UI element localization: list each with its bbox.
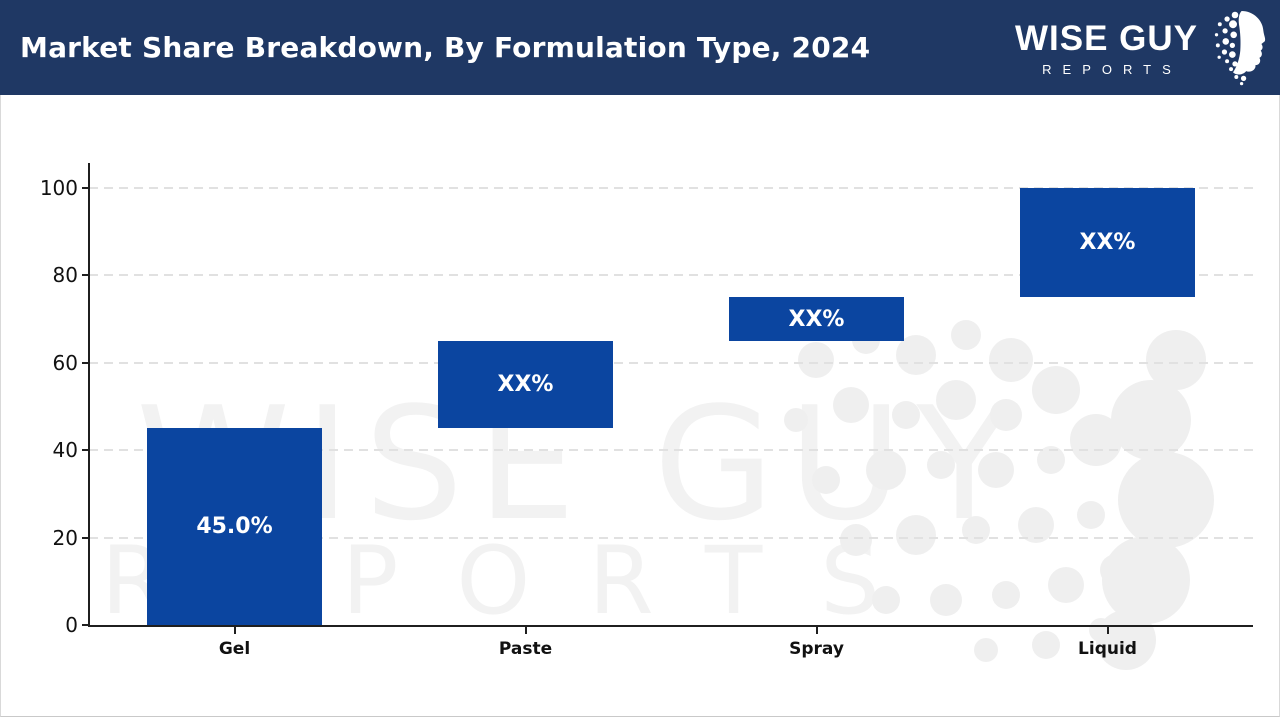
- bar-gel: 45.0%: [147, 428, 322, 625]
- bar-liquid: XX%: [1020, 188, 1195, 298]
- y-tick-label-60: 60: [52, 350, 78, 375]
- gridline-60: [89, 361, 1253, 364]
- x-tick-label-liquid: Liquid: [1078, 639, 1137, 659]
- bar-value-label: XX%: [788, 306, 845, 332]
- bar-value-label: XX%: [497, 372, 554, 398]
- x-tick-label-gel: Gel: [218, 639, 251, 659]
- y-tick-label-0: 0: [65, 613, 78, 637]
- gridline-80: [89, 274, 1253, 277]
- bar-paste: XX%: [438, 340, 613, 429]
- gridline-40: [89, 449, 1253, 452]
- y-tick-mark-40: [82, 449, 89, 452]
- y-axis-line: [88, 163, 90, 627]
- x-tick-label-paste: Paste: [498, 639, 553, 659]
- bar-spray: XX%: [729, 297, 904, 341]
- logo-subtitle: REPORTS: [1042, 62, 1182, 77]
- x-axis-line: [88, 625, 1253, 627]
- y-tick-mark-80: [82, 274, 89, 277]
- x-tick-label-spray: Spray: [789, 639, 844, 659]
- x-tick-mark-paste: [524, 627, 527, 634]
- header-bar: Market Share Breakdown, By Formulation T…: [0, 0, 1280, 95]
- y-tick-label-40: 40: [52, 438, 78, 463]
- x-tick-mark-spray: [815, 627, 818, 634]
- bar-value-label: 45.0%: [196, 514, 273, 540]
- y-tick-mark-60: [82, 361, 89, 364]
- y-tick-label-100: 100: [39, 176, 78, 200]
- page-title: Market Share Breakdown, By Formulation T…: [20, 31, 871, 64]
- logo-wordmark: WISE GUY: [1014, 19, 1198, 58]
- y-tick-label-20: 20: [52, 525, 78, 550]
- wise-guy-logo: WISE GUY REPORTS: [1015, 6, 1268, 90]
- y-tick-mark-100: [82, 187, 89, 189]
- bar-value-label: XX%: [1079, 230, 1136, 256]
- gridline-20: [89, 536, 1253, 539]
- y-tick-mark-20: [82, 536, 89, 539]
- logo-text: WISE GUY REPORTS: [1015, 19, 1198, 77]
- x-tick-mark-liquid: [1106, 627, 1109, 634]
- logo-head-icon: [1214, 11, 1266, 86]
- x-tick-mark-gel: [233, 627, 236, 634]
- y-tick-mark-0: [82, 624, 89, 626]
- y-tick-label-80: 80: [52, 263, 78, 288]
- gridline-100: [89, 187, 1253, 189]
